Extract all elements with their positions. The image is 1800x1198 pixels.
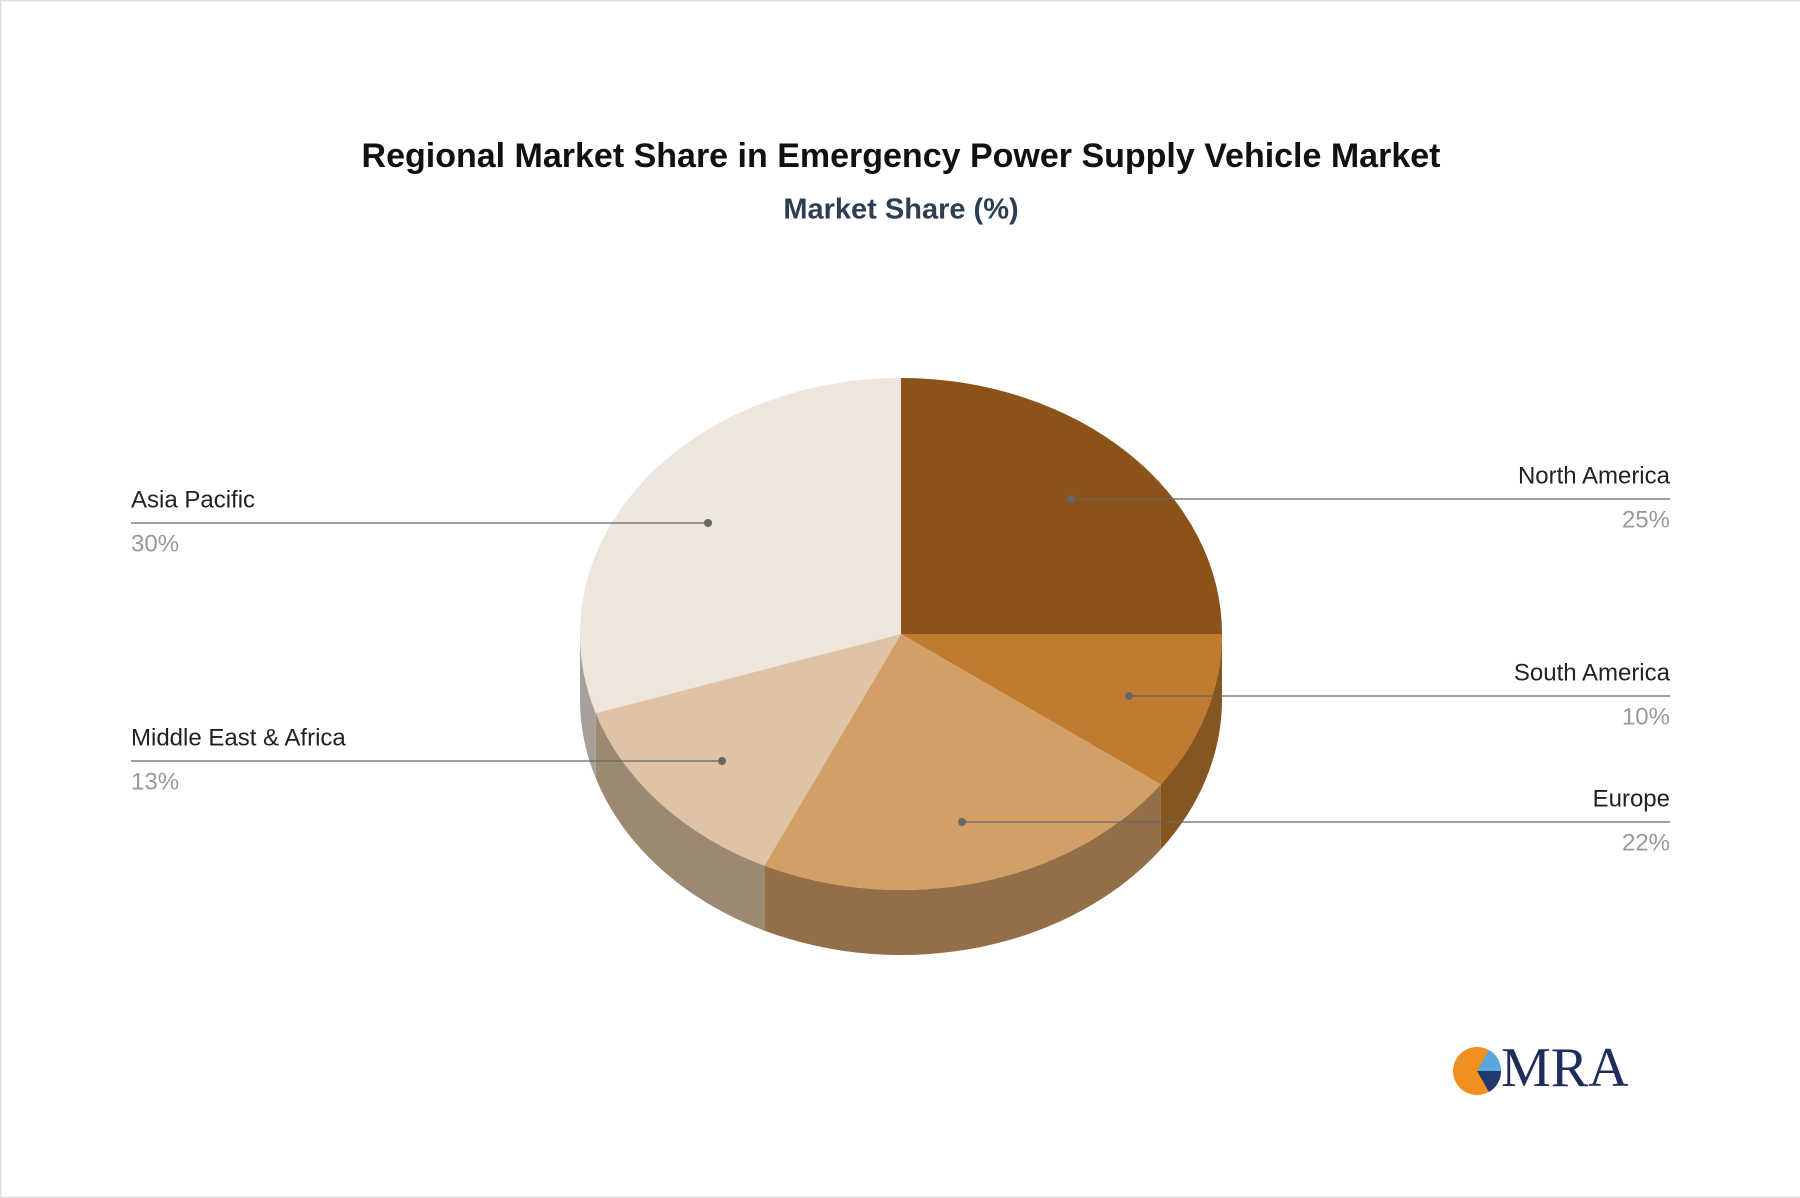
logo: MRA: [1453, 1037, 1629, 1099]
slice-side-shade: [764, 784, 1161, 956]
slice-side-shade: [1160, 634, 1222, 850]
logo-icon-part: [1477, 1071, 1502, 1092]
slice-label: North America: [1518, 462, 1671, 489]
logo-icon-part: [1477, 1050, 1502, 1071]
chart-title: Regional Market Share in Emergency Power…: [362, 137, 1441, 175]
leader-dot: [958, 818, 966, 826]
chart-subtitle: Market Share (%): [783, 194, 1018, 226]
leader-dot: [1125, 692, 1133, 700]
slice-value-label: 10%: [1622, 703, 1670, 730]
slice-value-label: 13%: [131, 768, 179, 795]
logo-text: MRA: [1501, 1037, 1629, 1099]
slice: [901, 378, 1222, 634]
slice-side-shade: [580, 634, 596, 779]
slice: [595, 634, 901, 866]
slice: [579, 378, 901, 714]
slice-label: Europe: [1593, 785, 1670, 812]
leader-dot: [704, 519, 712, 527]
slice-value-label: 22%: [1622, 829, 1670, 856]
slice-side: [595, 713, 765, 931]
leader-dot: [1067, 495, 1075, 503]
slice-label: Middle East & Africa: [131, 724, 346, 751]
slice-label: South America: [1514, 659, 1671, 686]
slice-side: [580, 634, 596, 779]
slice-side: [764, 784, 1161, 956]
slice-side-shade: [595, 713, 765, 931]
slice-label: Asia Pacific: [131, 486, 255, 513]
slice-value-label: 30%: [131, 530, 179, 557]
slice-side: [1160, 634, 1222, 850]
leader-dot: [718, 757, 726, 765]
slice: [901, 634, 1222, 785]
slice: [764, 634, 1161, 891]
slice-value-label: 25%: [1622, 506, 1670, 533]
